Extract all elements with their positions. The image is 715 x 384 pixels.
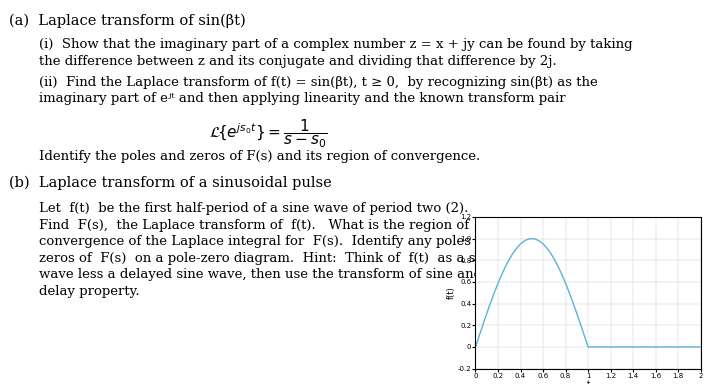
Text: imaginary part of eʲᵗ and then applying linearity and the known transform pair: imaginary part of eʲᵗ and then applying …: [39, 92, 566, 105]
Text: delay property.: delay property.: [39, 285, 140, 298]
X-axis label: t: t: [586, 380, 590, 384]
Y-axis label: f(t): f(t): [448, 286, 456, 299]
Text: zeros of  F(s)  on a pole-zero diagram.  Hint:  Think of  f(t)  as a sine: zeros of F(s) on a pole-zero diagram. Hi…: [39, 252, 496, 265]
Text: the difference between z and its conjugate and dividing that difference by 2j.: the difference between z and its conjuga…: [39, 55, 557, 68]
Text: Let  f(t)  be the first half-period of a sine wave of period two (2).: Let f(t) be the first half-period of a s…: [39, 202, 469, 215]
Text: convergence of the Laplace integral for  F(s).  Identify any poles and: convergence of the Laplace integral for …: [39, 235, 500, 248]
Text: (i)  Show that the imaginary part of a complex number z = x + jy can be found by: (i) Show that the imaginary part of a co…: [39, 38, 633, 51]
Text: (a)  Laplace transform of sin(βt): (a) Laplace transform of sin(βt): [9, 13, 245, 28]
Text: wave less a delayed sine wave, then use the transform of sine and the: wave less a delayed sine wave, then use …: [39, 268, 508, 281]
Text: (ii)  Find the Laplace transform of f(t) = sin(βt), t ≥ 0,  by recognizing sin(β: (ii) Find the Laplace transform of f(t) …: [39, 76, 598, 89]
Text: Find  F(s),  the Laplace transform of  f(t).   What is the region of: Find F(s), the Laplace transform of f(t)…: [39, 219, 470, 232]
Text: $\mathcal{L}\!\left\{e^{js_0t}\right\} = \dfrac{1}{s - s_0}$: $\mathcal{L}\!\left\{e^{js_0t}\right\} =…: [209, 118, 327, 151]
Text: Identify the poles and zeros of F(s) and its region of convergence.: Identify the poles and zeros of F(s) and…: [39, 150, 480, 163]
Text: (b)  Laplace transform of a sinusoidal pulse: (b) Laplace transform of a sinusoidal pu…: [9, 175, 331, 190]
